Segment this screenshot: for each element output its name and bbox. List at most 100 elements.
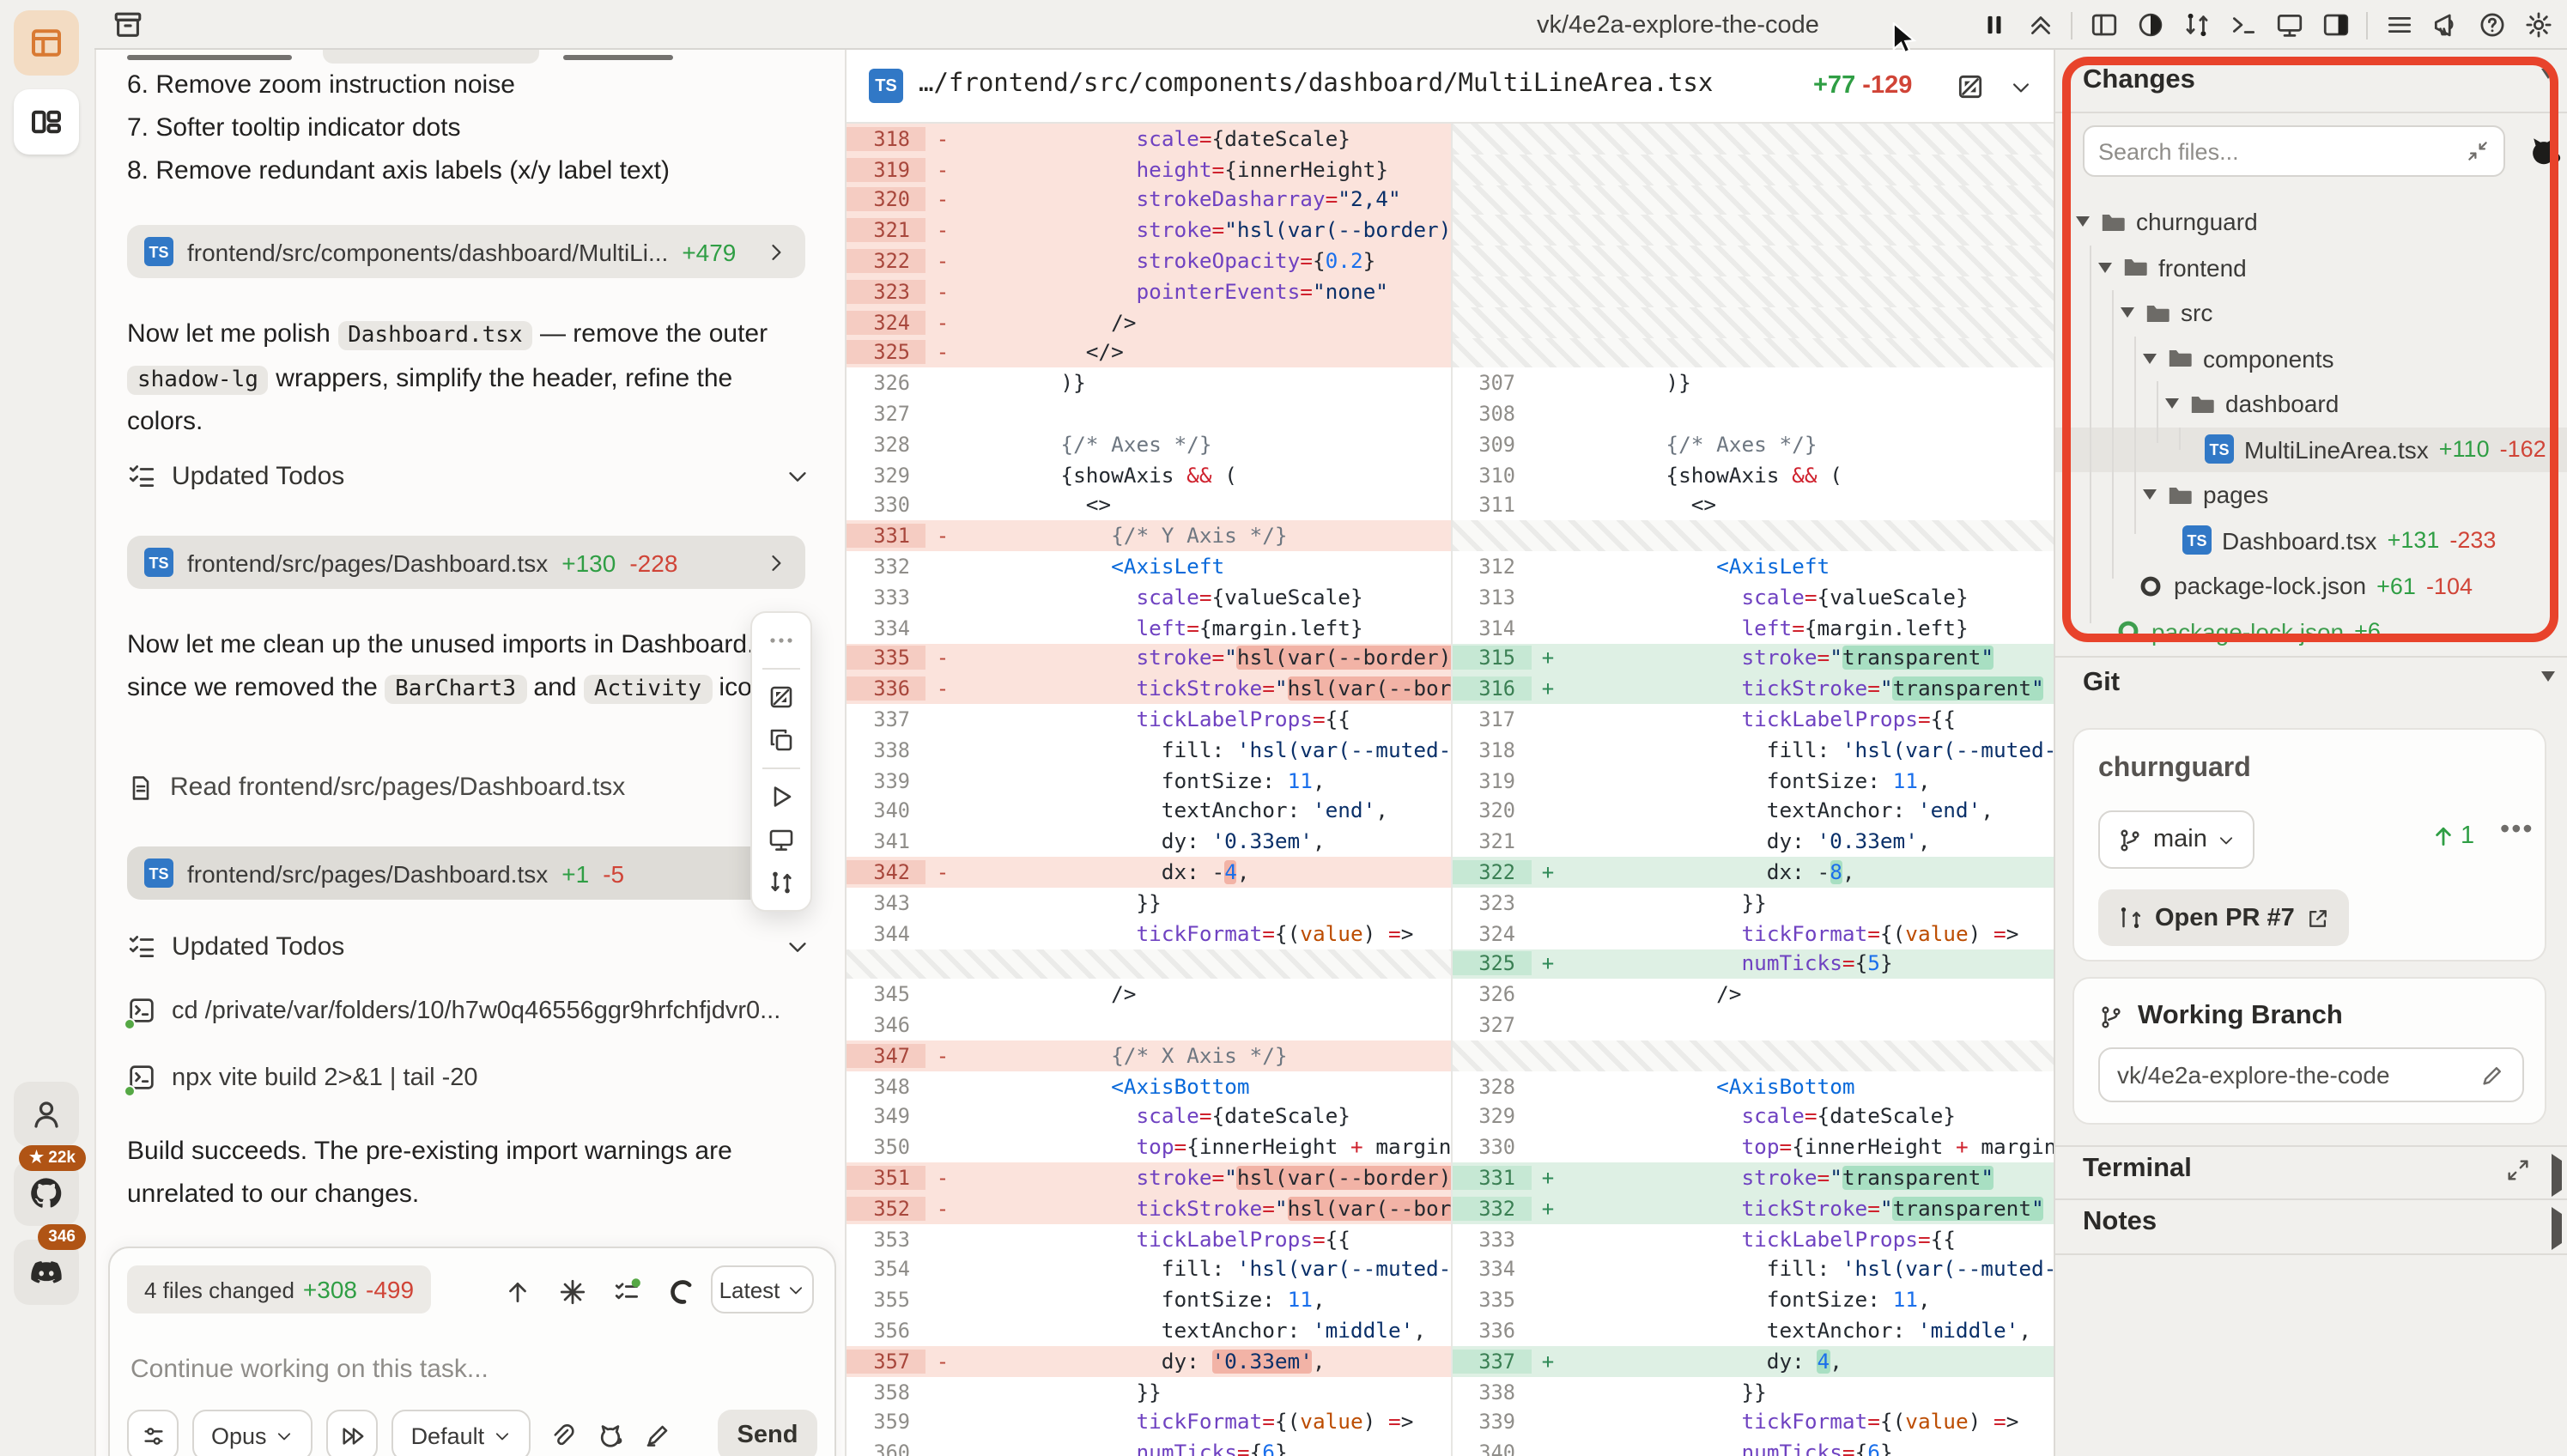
typescript-icon: TS (2182, 526, 2212, 555)
terminal-section[interactable]: Terminal (2055, 1147, 2567, 1197)
theme-contrast-icon[interactable] (2134, 9, 2165, 40)
help-icon[interactable] (2476, 9, 2507, 40)
caret-down-icon[interactable] (2076, 217, 2090, 228)
updated-todos-row[interactable]: Updated Todos (127, 932, 810, 962)
diff-view-icon[interactable] (1956, 72, 1985, 101)
account-button[interactable] (14, 1082, 79, 1147)
tree-row[interactable]: frontend (2055, 245, 2567, 290)
branch-dropdown[interactable]: main (2098, 810, 2255, 869)
menu-icon[interactable] (2383, 9, 2414, 40)
archive-icon[interactable] (112, 9, 144, 41)
chevron-down-icon[interactable] (2009, 76, 2033, 100)
diff-file-path: …/frontend/src/components/dashboard/Mult… (919, 70, 1713, 98)
read-file-row[interactable]: Read frontend/src/pages/Dashboard.tsx (127, 773, 810, 802)
fast-forward-button[interactable] (327, 1410, 379, 1456)
working-branch-input[interactable]: vk/4e2a-explore-the-code (2098, 1047, 2524, 1102)
play-icon[interactable] (762, 781, 800, 812)
tree-row[interactable]: pages (2055, 472, 2567, 518)
inline-code: Dashboard.tsx (337, 321, 533, 350)
github-stars-badge: ★ 22k (19, 1145, 86, 1171)
git-branch-icon (2098, 1004, 2124, 1029)
diff-header: TS …/frontend/src/components/dashboard/M… (847, 50, 2054, 124)
settings-gear-icon[interactable] (2522, 9, 2553, 40)
added-count: +130 (561, 549, 616, 576)
caret-down-icon[interactable] (2541, 682, 2555, 713)
caret-down-icon[interactable] (2143, 490, 2157, 500)
tree-item-label: package-lock.json (2174, 573, 2366, 600)
github-icon (27, 1174, 65, 1212)
sparkle-icon[interactable] (556, 1276, 587, 1307)
collapse-icon[interactable] (2466, 139, 2490, 163)
discord-button[interactable]: 346 (14, 1240, 79, 1305)
attach-paperclip-icon[interactable] (544, 1418, 579, 1453)
workspace-tab-active[interactable] (14, 10, 79, 76)
git-section-title[interactable]: Git (2083, 668, 2120, 699)
file-name: frontend/src/pages/Dashboard.tsx (187, 549, 548, 576)
push-ahead-count[interactable]: 1 (2431, 822, 2474, 850)
workspace-tab[interactable] (14, 89, 79, 155)
copy-icon[interactable] (762, 725, 800, 755)
terminal-command-row[interactable]: npx vite build 2>&1 | tail -20 (127, 1063, 810, 1092)
folder-icon (2100, 209, 2126, 235)
mode-dropdown[interactable]: Default (392, 1410, 531, 1456)
diff-row: 336- tickStroke="hsl(var(--border))"316+… (847, 674, 2054, 705)
tree-row[interactable]: package-lock.json+6 (2055, 609, 2567, 654)
typescript-icon: TS (2205, 435, 2234, 464)
diff-row: 325+ numTicks={5} (847, 949, 2054, 980)
monitor-icon[interactable] (2273, 9, 2304, 40)
pencil-icon (2479, 1062, 2505, 1088)
github-button[interactable]: ★ 22k (14, 1161, 79, 1226)
search-files-input[interactable]: Search files... (2083, 125, 2505, 177)
settings-sliders-button[interactable] (127, 1410, 179, 1456)
model-dropdown[interactable]: Opus (192, 1410, 313, 1456)
tree-row[interactable]: package-lock.json+61-104 (2055, 563, 2567, 609)
version-dropdown[interactable]: Latest (711, 1265, 814, 1313)
monitor-icon[interactable] (762, 824, 800, 855)
more-options-icon[interactable] (762, 625, 800, 656)
caret-down-icon[interactable] (2143, 354, 2157, 364)
terminal-icon[interactable] (2227, 9, 2258, 40)
tree-row[interactable]: churnguard (2055, 199, 2567, 245)
signature-pen-icon[interactable] (640, 1418, 675, 1453)
file-change-chip[interactable]: TS frontend/src/pages/Dashboard.tsx +1 -… (127, 846, 805, 900)
cat-icon[interactable] (2526, 134, 2562, 179)
todo-status-icon[interactable] (611, 1276, 642, 1307)
scroll-up-icon[interactable] (501, 1276, 532, 1307)
diff-view-icon[interactable] (762, 682, 800, 713)
send-button[interactable]: Send (718, 1410, 817, 1456)
more-options-icon[interactable]: ••• (2500, 816, 2534, 846)
megaphone-icon[interactable] (2430, 9, 2461, 40)
tree-row[interactable]: TSMultiLineArea.tsx+110-162 (2055, 427, 2567, 472)
git-compare-icon[interactable] (2181, 9, 2212, 40)
cat-icon[interactable] (592, 1418, 627, 1453)
tree-row[interactable]: dashboard (2055, 381, 2567, 427)
success-dot (124, 1018, 136, 1030)
tree-row[interactable]: src (2055, 290, 2567, 336)
diff-row: 318- scale={dateScale} (847, 124, 2054, 155)
caret-down-icon[interactable] (2121, 308, 2134, 318)
notes-section[interactable]: Notes (2055, 1200, 2567, 1250)
updated-todos-row[interactable]: Updated Todos (127, 462, 810, 491)
file-change-chip[interactable]: TS frontend/src/components/dashboard/Mul… (127, 225, 805, 278)
caret-down-icon[interactable] (2165, 399, 2179, 410)
package-lock-icon (2138, 573, 2163, 599)
expand-icon[interactable] (2505, 1157, 2531, 1183)
panel-left-icon[interactable] (2088, 9, 2119, 40)
open-pr-button[interactable]: Open PR #7 (2098, 889, 2350, 946)
diff-row: 325- </> (847, 337, 2054, 368)
panel-right-icon[interactable] (2320, 9, 2351, 40)
message-input[interactable]: Continue working on this task... (130, 1355, 489, 1384)
file-change-chip[interactable]: TS frontend/src/pages/Dashboard.tsx +130… (127, 536, 805, 589)
pause-icon[interactable] (1978, 9, 2009, 40)
diff-body: 318- scale={dateScale}319- height={inner… (847, 124, 2054, 1456)
folder-icon (2122, 255, 2148, 281)
collapse-all-icon[interactable] (2024, 9, 2055, 40)
tree-row[interactable]: components (2055, 336, 2567, 381)
git-compare-icon[interactable] (762, 867, 800, 898)
tree-row[interactable]: TSDashboard.tsx+131-233 (2055, 518, 2567, 563)
caret-down-icon[interactable] (2541, 79, 2555, 110)
terminal-command-row[interactable]: cd /private/var/folders/10/h7w0q46556ggr… (127, 996, 810, 1025)
files-changed-chip[interactable]: 4 files changed +308 -499 (127, 1265, 431, 1313)
caret-down-icon[interactable] (2098, 263, 2112, 273)
changes-section-title[interactable]: Changes (2083, 65, 2195, 96)
